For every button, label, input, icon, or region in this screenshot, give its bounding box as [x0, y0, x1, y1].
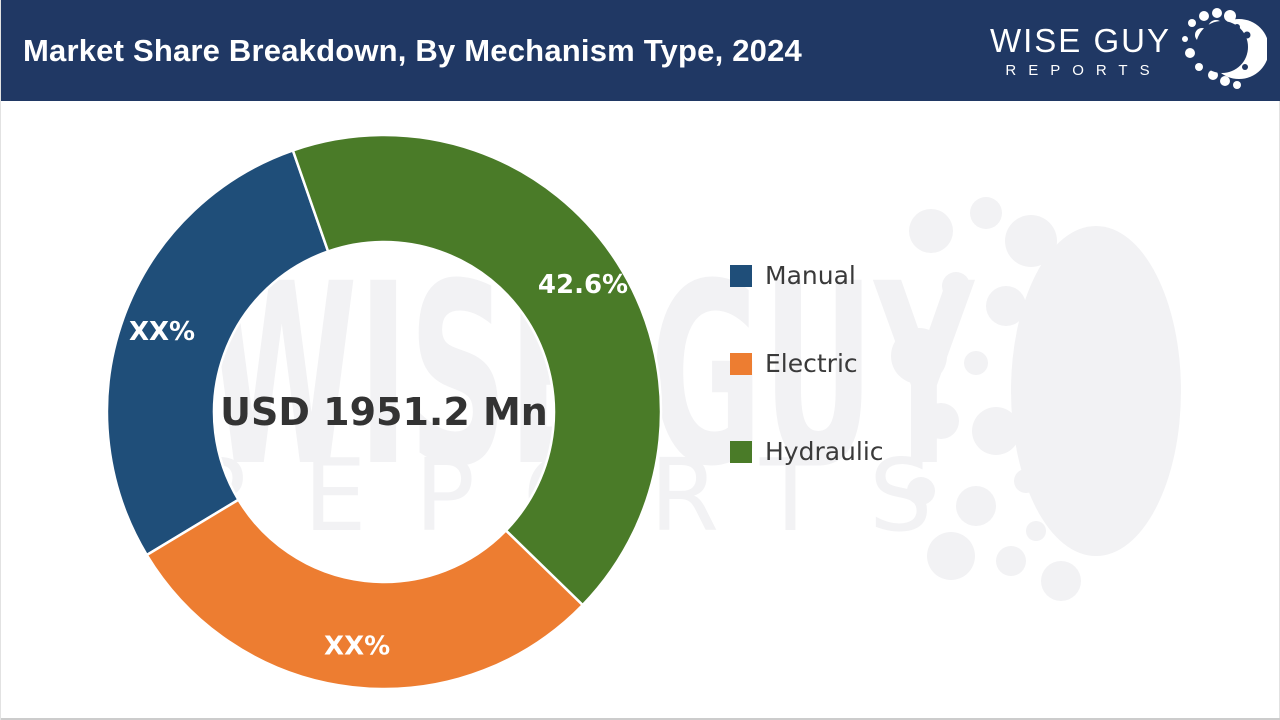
slice-percent-label-electric: XX%	[324, 631, 390, 661]
donut-slice-manual	[105, 148, 330, 557]
slice-percent-label-hydraulic: 42.6%	[538, 270, 628, 300]
donut-slice-hydraulic	[291, 133, 663, 607]
legend-label-manual: Manual	[765, 261, 856, 290]
logo-subtitle: REPORTS	[1005, 62, 1162, 79]
wise-guy-reports-logo: WISE GUY REPORTS	[990, 0, 1267, 101]
legend-item-hydraulic: Hydraulic	[730, 437, 884, 467]
logo-head-icon	[1182, 7, 1267, 89]
legend-item-manual: Manual	[730, 261, 884, 291]
donut-slice-electric	[145, 498, 585, 691]
page-title: Market Share Breakdown, By Mechanism Typ…	[23, 32, 802, 68]
legend-item-electric: Electric	[730, 349, 884, 379]
chart-center-value: USD 1951.2 Mn	[220, 390, 548, 434]
legend-label-electric: Electric	[765, 349, 858, 378]
legend-swatch-electric	[730, 353, 752, 375]
bottom-divider	[1, 718, 1280, 720]
logo-text: WISE GUY REPORTS	[990, 22, 1171, 79]
header: Market Share Breakdown, By Mechanism Typ…	[1, 0, 1280, 101]
legend-label-hydraulic: Hydraulic	[765, 437, 884, 466]
donut-svg: XX% XX% 42.6%	[105, 133, 663, 691]
logo-wordmark: WISE GUY	[989, 22, 1171, 59]
legend-swatch-manual	[730, 265, 752, 287]
slice-percent-label-manual: XX%	[129, 317, 195, 347]
legend: Manual Electric Hydraulic	[730, 261, 884, 467]
donut-chart: XX% XX% 42.6%	[99, 127, 669, 697]
legend-swatch-hydraulic	[730, 441, 752, 463]
